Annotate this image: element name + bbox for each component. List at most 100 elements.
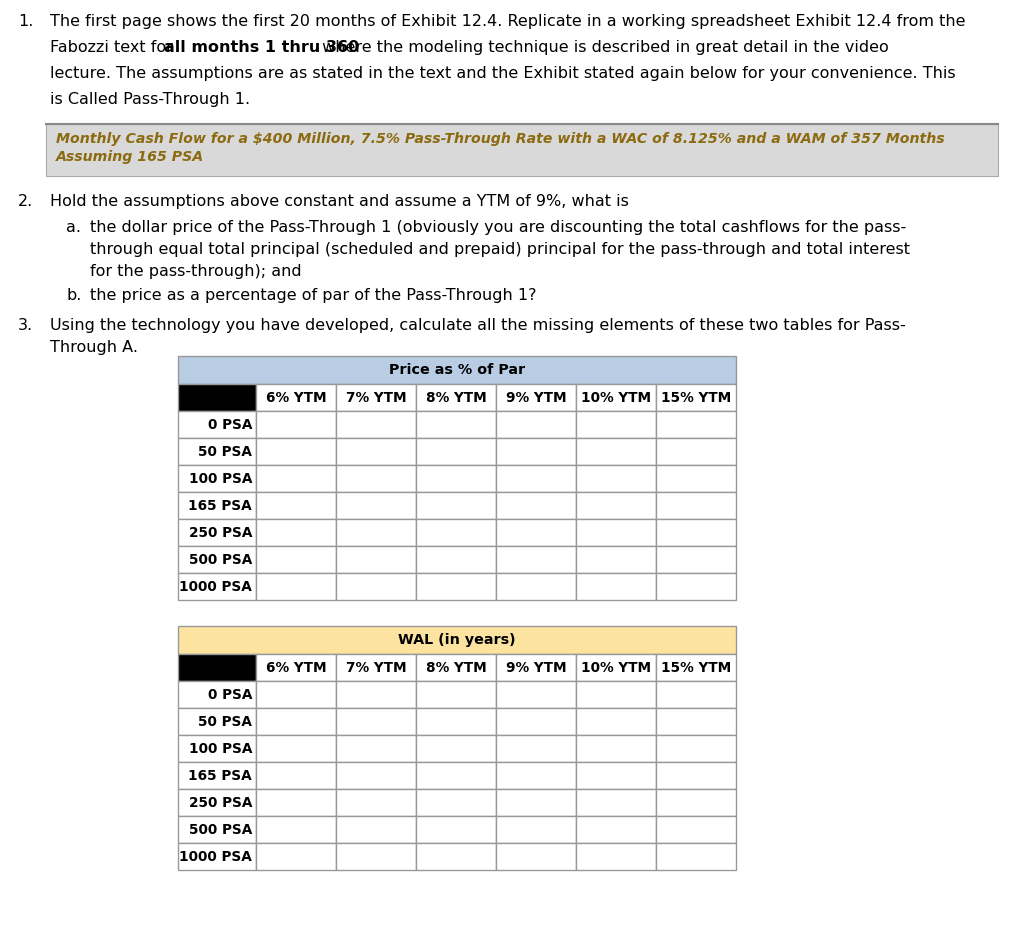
Bar: [178, 762, 256, 789]
Bar: [656, 519, 736, 546]
Bar: [656, 573, 736, 600]
Text: 1000 PSA: 1000 PSA: [179, 580, 252, 594]
Bar: [496, 411, 575, 438]
Text: lecture. The assumptions are as stated in the text and the Exhibit stated again : lecture. The assumptions are as stated i…: [50, 66, 955, 81]
Bar: [416, 411, 496, 438]
Bar: [256, 654, 336, 681]
Bar: [336, 519, 416, 546]
Text: for the pass-through); and: for the pass-through); and: [90, 264, 302, 279]
Bar: [256, 465, 336, 492]
Bar: [416, 681, 496, 708]
Text: 1000 PSA: 1000 PSA: [179, 850, 252, 864]
Text: 0 PSA: 0 PSA: [208, 688, 252, 702]
Bar: [178, 654, 256, 681]
Bar: [656, 843, 736, 870]
Bar: [656, 708, 736, 735]
Bar: [416, 519, 496, 546]
Bar: [575, 438, 656, 465]
Bar: [656, 492, 736, 519]
Bar: [496, 762, 575, 789]
Bar: [256, 762, 336, 789]
Bar: [416, 735, 496, 762]
Text: Monthly Cash Flow for a $400 Million, 7.5% Pass-Through Rate with a WAC of 8.125: Monthly Cash Flow for a $400 Million, 7.…: [56, 132, 944, 146]
Bar: [336, 546, 416, 573]
Bar: [178, 573, 256, 600]
Bar: [656, 762, 736, 789]
Bar: [656, 546, 736, 573]
Bar: [575, 735, 656, 762]
Bar: [178, 735, 256, 762]
Text: all months 1 thru 360: all months 1 thru 360: [164, 40, 359, 55]
Text: 7% YTM: 7% YTM: [346, 660, 407, 674]
Text: Fabozzi text for: Fabozzi text for: [50, 40, 178, 55]
Text: Assuming 165 PSA: Assuming 165 PSA: [56, 150, 204, 164]
Bar: [336, 735, 416, 762]
Bar: [256, 789, 336, 816]
Text: Through A.: Through A.: [50, 340, 138, 355]
Bar: [416, 465, 496, 492]
Bar: [256, 573, 336, 600]
Bar: [336, 573, 416, 600]
Bar: [496, 546, 575, 573]
Bar: [496, 789, 575, 816]
Text: 15% YTM: 15% YTM: [660, 660, 731, 674]
Bar: [575, 708, 656, 735]
Text: Price as % of Par: Price as % of Par: [389, 363, 525, 377]
Bar: [336, 465, 416, 492]
Text: 100 PSA: 100 PSA: [188, 472, 252, 486]
Bar: [416, 492, 496, 519]
Bar: [575, 411, 656, 438]
Text: 9% YTM: 9% YTM: [506, 390, 566, 404]
Text: the dollar price of the Pass-Through 1 (obviously you are discounting the total : the dollar price of the Pass-Through 1 (…: [90, 220, 906, 235]
Bar: [336, 843, 416, 870]
Bar: [256, 384, 336, 411]
Bar: [178, 843, 256, 870]
Bar: [416, 789, 496, 816]
Bar: [656, 681, 736, 708]
Bar: [178, 438, 256, 465]
Bar: [256, 411, 336, 438]
Text: 8% YTM: 8% YTM: [426, 660, 486, 674]
Text: 6% YTM: 6% YTM: [265, 660, 327, 674]
Text: 165 PSA: 165 PSA: [188, 498, 252, 512]
Bar: [496, 492, 575, 519]
Bar: [575, 816, 656, 843]
Text: 1.: 1.: [18, 14, 34, 29]
Text: 50 PSA: 50 PSA: [198, 445, 252, 459]
Bar: [336, 654, 416, 681]
Text: a.: a.: [66, 220, 81, 235]
Bar: [575, 681, 656, 708]
Text: The first page shows the first 20 months of Exhibit 12.4. Replicate in a working: The first page shows the first 20 months…: [50, 14, 966, 29]
Bar: [575, 573, 656, 600]
Text: 500 PSA: 500 PSA: [188, 552, 252, 567]
Bar: [656, 465, 736, 492]
Text: 8% YTM: 8% YTM: [426, 390, 486, 404]
Bar: [496, 465, 575, 492]
Text: 10% YTM: 10% YTM: [581, 660, 651, 674]
Bar: [575, 843, 656, 870]
Bar: [178, 519, 256, 546]
Bar: [416, 546, 496, 573]
Bar: [336, 762, 416, 789]
Bar: [656, 735, 736, 762]
Text: 250 PSA: 250 PSA: [188, 795, 252, 809]
Bar: [656, 411, 736, 438]
Bar: [416, 573, 496, 600]
Bar: [416, 654, 496, 681]
Text: 250 PSA: 250 PSA: [188, 525, 252, 539]
Bar: [496, 384, 575, 411]
Text: 15% YTM: 15% YTM: [660, 390, 731, 404]
Bar: [336, 438, 416, 465]
Text: is Called Pass-Through 1.: is Called Pass-Through 1.: [50, 92, 250, 107]
Bar: [256, 681, 336, 708]
Text: 50 PSA: 50 PSA: [198, 715, 252, 729]
Bar: [256, 492, 336, 519]
Bar: [496, 843, 575, 870]
Bar: [336, 789, 416, 816]
Bar: [336, 708, 416, 735]
Bar: [336, 681, 416, 708]
Bar: [496, 735, 575, 762]
Text: the price as a percentage of par of the Pass-Through 1?: the price as a percentage of par of the …: [90, 288, 537, 303]
Bar: [178, 411, 256, 438]
Bar: [416, 438, 496, 465]
